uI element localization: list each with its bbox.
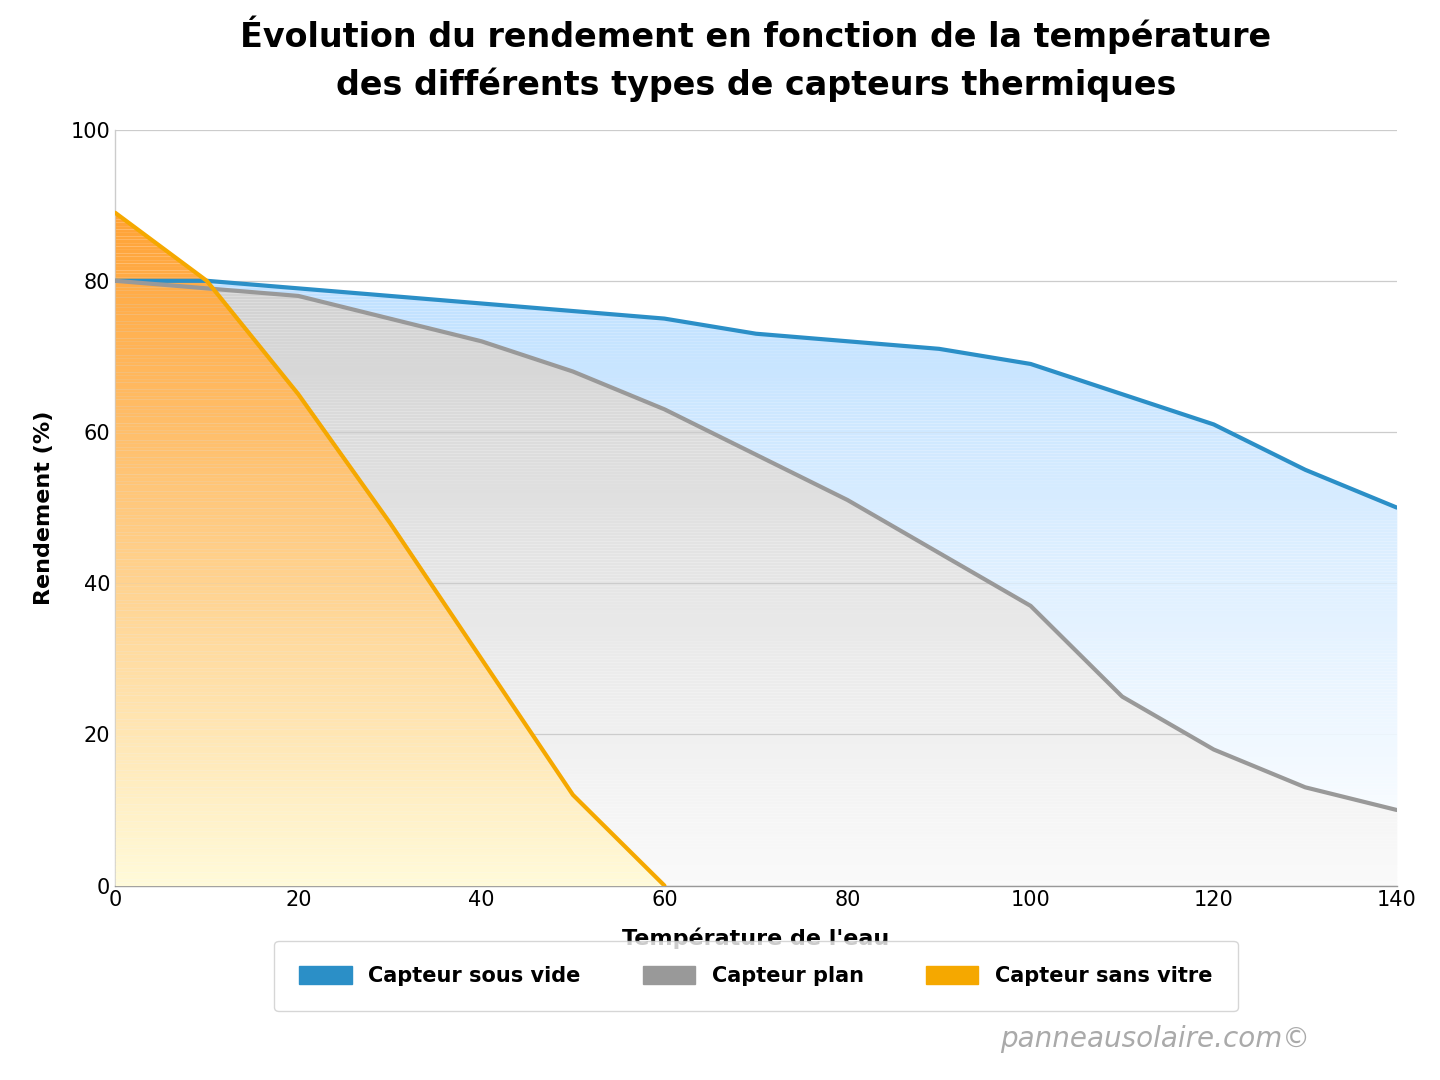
Title: Évolution du rendement en fonction de la température
des différents types de cap: Évolution du rendement en fonction de la… — [240, 15, 1272, 102]
Y-axis label: Rendement (%): Rendement (%) — [35, 410, 53, 605]
Text: panneausolaire.com©: panneausolaire.com© — [1001, 1025, 1310, 1053]
X-axis label: Température de l'eau: Température de l'eau — [622, 927, 890, 948]
Legend: Capteur sous vide, Capteur plan, Capteur sans vitre: Capteur sous vide, Capteur plan, Capteur… — [275, 941, 1237, 1011]
